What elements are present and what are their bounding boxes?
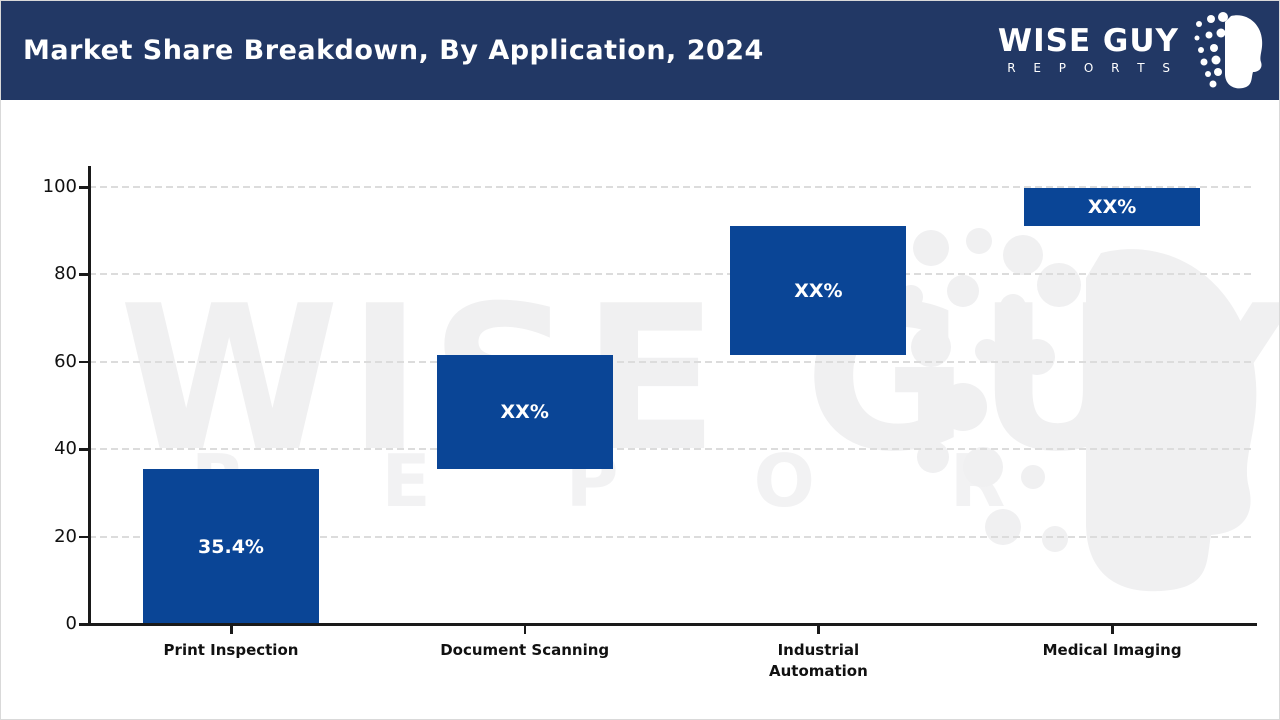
bar-value-label: XX% <box>794 279 843 302</box>
y-tick-mark <box>79 623 89 626</box>
y-tick-mark <box>79 273 89 276</box>
y-tick-label: 60 <box>54 350 77 372</box>
y-tick-mark <box>79 448 89 451</box>
logo-subtitle: R E P O R T S <box>1007 61 1177 75</box>
y-tick-label: 20 <box>54 525 77 547</box>
header-band: Market Share Breakdown, By Application, … <box>1 1 1279 100</box>
x-tick-mark <box>817 625 820 634</box>
y-tick-label: 80 <box>54 263 77 285</box>
bar-industrial-automation: XX% <box>730 226 907 356</box>
logo-head-icon <box>1194 11 1263 88</box>
y-tick-mark <box>79 186 89 189</box>
x-category-label-document-scanning: Document Scanning <box>440 641 610 659</box>
y-tick-mark <box>79 535 89 539</box>
y-gridline <box>89 273 1251 276</box>
bar-medical-imaging: XX% <box>1024 187 1201 227</box>
y-tick-label: 0 <box>65 613 77 634</box>
bar-value-label: XX% <box>1087 196 1137 219</box>
y-tick-label: 40 <box>54 438 77 460</box>
x-category-label-industrial-automation: Industrial Automation <box>768 641 868 680</box>
x-category-label-print-inspection: Print Inspection <box>163 641 299 659</box>
y-gridline <box>89 448 1251 451</box>
wise-guy-reports-logo: WISE GUY R E P O R T S <box>997 8 1279 94</box>
y-tick-label: 100 <box>42 176 77 197</box>
x-axis-line <box>84 623 1257 626</box>
logo-text: WISE GUY R E P O R T S <box>997 23 1179 76</box>
chart-title: Market Share Breakdown, By Application, … <box>23 35 764 66</box>
watermark-wordmark: WISE GUY <box>119 263 1280 496</box>
bar-document-scanning: XX% <box>436 355 613 470</box>
x-tick-mark <box>1111 625 1114 634</box>
bar-print-inspection: 35.4% <box>143 469 319 624</box>
bar-value-label: 35.4% <box>198 535 264 558</box>
y-gridline <box>89 535 1251 538</box>
y-axis-line <box>88 166 91 626</box>
logo-wordmark: WISE GUY <box>997 23 1179 59</box>
x-tick-mark <box>230 625 233 634</box>
x-category-label-medical-imaging: Medical Imaging <box>1042 641 1182 659</box>
y-tick-mark <box>79 360 89 364</box>
y-gridline <box>89 186 1251 188</box>
x-tick-mark <box>523 625 527 634</box>
y-gridline <box>89 360 1251 363</box>
bar-value-label: XX% <box>500 401 549 424</box>
